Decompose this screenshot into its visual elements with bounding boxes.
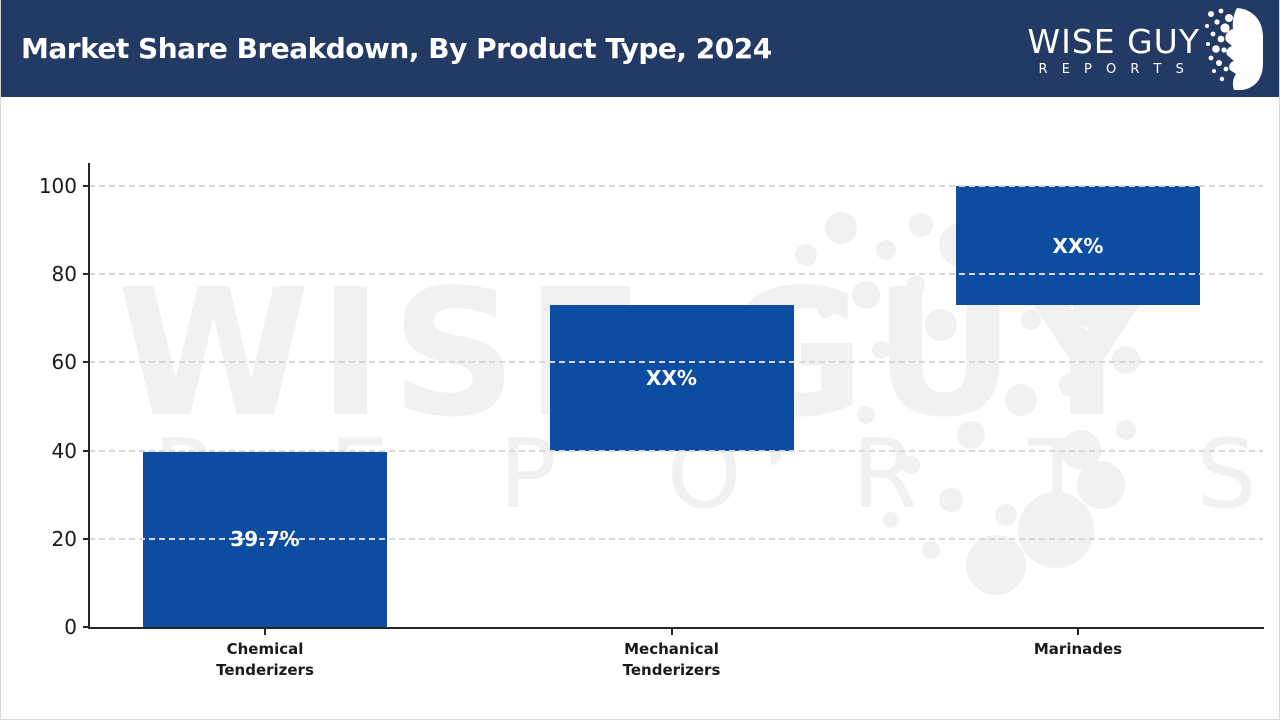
bar <box>549 305 794 451</box>
y-axis-tick-label: 40 <box>51 438 77 463</box>
x-axis-tick-mark <box>670 628 673 635</box>
y-axis-tick-label: 80 <box>51 262 77 287</box>
bar-value-label: XX% <box>646 365 697 390</box>
y-axis-tick-label: 100 <box>38 174 77 198</box>
y-axis-spine <box>88 163 90 629</box>
logo-wordmark: WISE GUY R E P O R T S <box>1027 22 1200 77</box>
bar-value-label: 39.7% <box>230 527 300 552</box>
y-axis-tick-label: 0 <box>64 615 77 639</box>
gridline <box>89 537 1263 540</box>
x-axis-tick-mark <box>264 628 266 635</box>
chart-canvas: 0 20 40 60 80 100 39.7% Chemical Tenderizers XX%… <box>1 97 1280 720</box>
x-axis-category-label: Chemical Tenderizers <box>216 640 314 679</box>
x-axis-spine <box>88 627 1264 629</box>
logo-face-icon <box>1205 8 1263 90</box>
y-axis-tick-mark <box>83 449 89 452</box>
y-axis-tick-mark <box>83 361 89 364</box>
gridline <box>89 185 1263 187</box>
y-axis-tick-label: 20 <box>51 526 77 551</box>
y-axis-tick-mark <box>83 185 89 187</box>
gridline <box>89 361 1263 364</box>
y-axis-tick-mark <box>83 273 89 276</box>
gridline <box>89 449 1263 452</box>
x-axis-category-label: Mechanical Tenderizers <box>622 640 721 679</box>
logo-name-text: WISE GUY <box>1027 21 1200 61</box>
page-title: Market Share Breakdown, By Product Type,… <box>21 32 772 65</box>
y-axis-tick-mark <box>83 537 89 540</box>
x-axis-tick-mark <box>1077 628 1079 635</box>
bar-value-label: XX% <box>1052 233 1104 258</box>
header-bar: Market Share Breakdown, By Product Type,… <box>1 0 1279 97</box>
y-axis-tick-mark <box>83 626 89 628</box>
wise-guy-logo: WISE GUY R E P O R T S <box>1027 5 1267 93</box>
gridline <box>89 273 1263 276</box>
logo-subtitle-text: R E P O R T S <box>1038 61 1189 77</box>
x-axis-category-label: Marinades <box>1033 640 1123 658</box>
y-axis-tick-label: 60 <box>51 350 77 375</box>
